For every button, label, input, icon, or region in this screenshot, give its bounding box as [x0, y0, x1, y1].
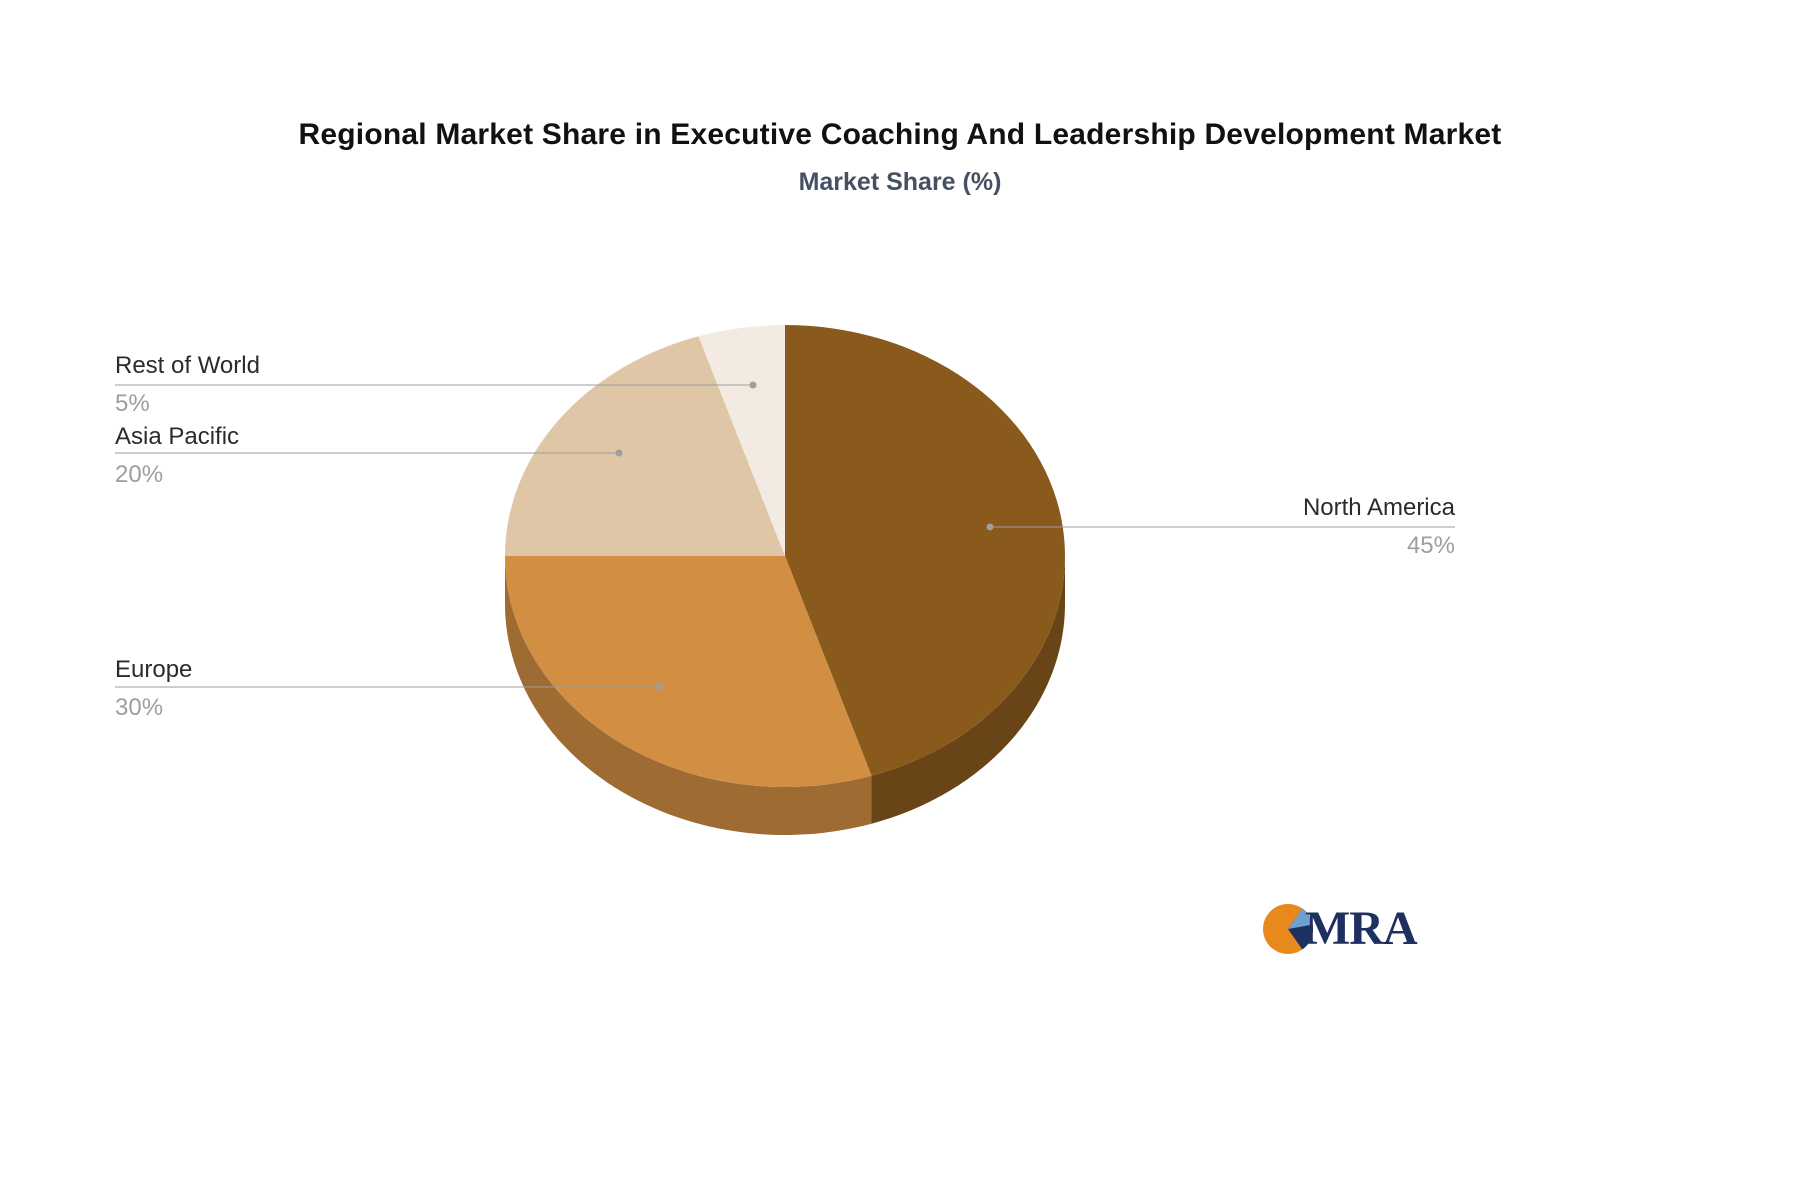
brand-logo: MRA — [1262, 902, 1418, 955]
leader-dot-north-america — [986, 523, 994, 531]
callout-rest-of-world: Rest of World 5% — [115, 352, 260, 418]
chart-subtitle: Market Share (%) — [798, 168, 1002, 196]
callout-label: Europe — [115, 656, 193, 683]
callout-value: 5% — [115, 390, 150, 417]
callout-value: 30% — [115, 694, 164, 721]
callout-asia-pacific: Asia Pacific 20% — [115, 423, 239, 489]
callout-label: Rest of World — [115, 352, 260, 379]
callout-value: 20% — [115, 461, 164, 488]
callout-label: Asia Pacific — [115, 423, 240, 450]
callout-label: North America — [1302, 494, 1455, 521]
pie-slice-north-america[interactable] — [785, 325, 1065, 776]
leader-dot-rest-of-world — [749, 381, 757, 389]
leader-dot-asia-pacific — [615, 449, 623, 457]
pie-slice-europe[interactable] — [504, 556, 872, 787]
callout-value: 45% — [1406, 532, 1455, 559]
leader-dot-europe — [655, 683, 663, 691]
pie-slice-rest-of-world[interactable] — [698, 325, 785, 556]
callout-europe: Europe 30% — [115, 656, 192, 722]
chart-title: Regional Market Share in Executive Coach… — [298, 118, 1502, 151]
brand-logo-icon — [1263, 904, 1314, 954]
callout-north-america: North America 45% — [1303, 494, 1455, 560]
pie-slice-asia-pacific[interactable] — [505, 336, 785, 556]
pie-slice-side-north-america — [871, 556, 1065, 824]
pie-slice-side-europe — [504, 556, 872, 835]
brand-logo-text: MRA — [1305, 902, 1418, 955]
